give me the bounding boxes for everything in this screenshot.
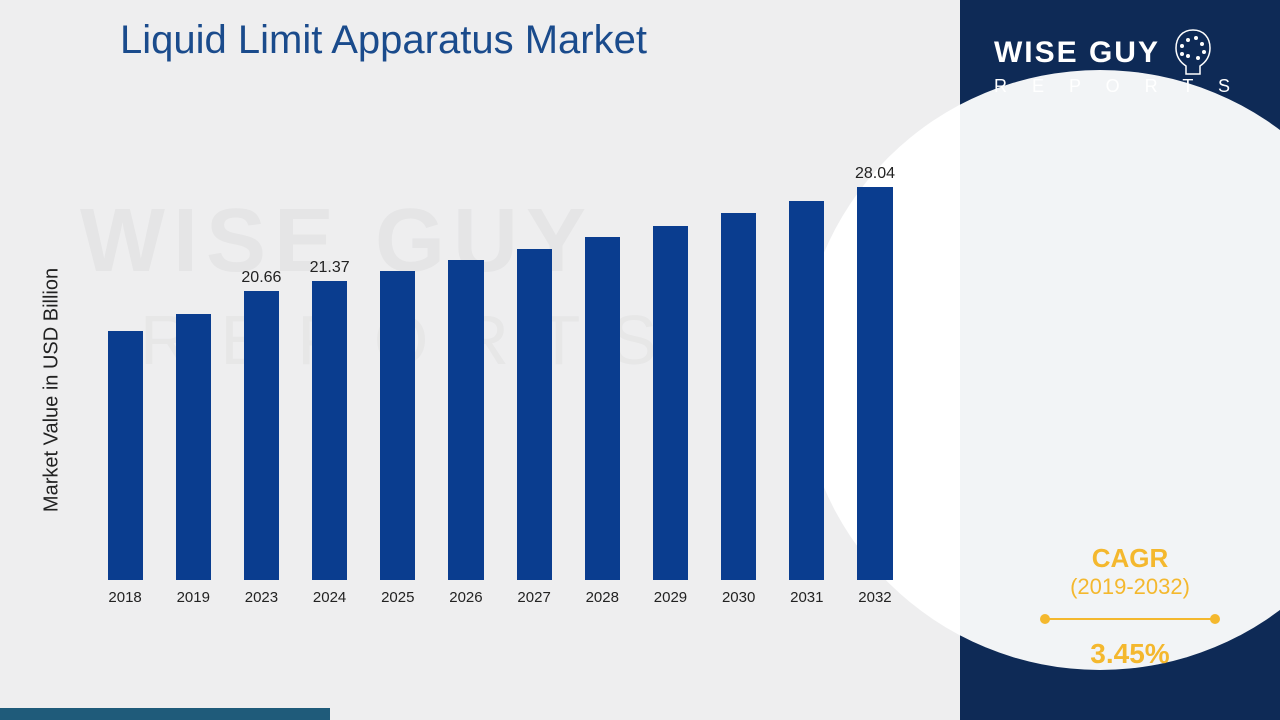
bar-category-label: 2025 (381, 589, 414, 606)
cagr-years: (2019-2032) (1030, 574, 1230, 600)
bar-category-label: 2029 (654, 589, 687, 606)
bar-slot: 2026 (441, 160, 491, 580)
cagr-divider (1045, 618, 1215, 620)
bar-slot: 2027 (509, 160, 559, 580)
bar-slot: 2018 (100, 160, 150, 580)
cagr-value: 3.45% (1030, 638, 1230, 670)
bar (448, 260, 483, 580)
bar-value-label: 21.37 (310, 259, 350, 277)
bar (108, 331, 143, 580)
bar (653, 226, 688, 580)
bar-slot: 2031 (782, 160, 832, 580)
bar (585, 237, 620, 580)
bar (857, 187, 892, 580)
bar-value-label: 28.04 (855, 165, 895, 183)
cagr-block: CAGR (2019-2032) 3.45% (1030, 543, 1230, 670)
plot-area: 2018 2019 20.662023 21.372024 2025 2026 2027 20… (100, 160, 900, 580)
bar-category-label: 2026 (449, 589, 482, 606)
cagr-title: CAGR (1030, 543, 1230, 574)
bar-value-label: 20.66 (241, 269, 281, 287)
brand-sub-text: R E P O R T S (994, 76, 1240, 97)
bar-category-label: 2018 (108, 589, 141, 606)
bar-category-label: 2028 (586, 589, 619, 606)
chart-area: Market Value in USD Billion 2018201920.6… (80, 160, 900, 620)
bar-slot: 2030 (714, 160, 764, 580)
bar (517, 249, 552, 580)
bar-slot: 20.662023 (236, 160, 286, 580)
bar (721, 213, 756, 580)
bar (312, 281, 347, 580)
brand-main-text: WISE GUY (994, 36, 1160, 70)
bar-category-label: 2031 (790, 589, 823, 606)
bar-slot: 2025 (373, 160, 423, 580)
bar-slot: 28.042032 (850, 160, 900, 580)
brain-icon (1168, 28, 1218, 78)
bar-slot: 2029 (645, 160, 695, 580)
bar-category-label: 2032 (858, 589, 891, 606)
bottom-strip (0, 708, 330, 720)
bar-slot: 2028 (577, 160, 627, 580)
page-root: WISE GUY REPORTS Liquid Limit Apparatus … (0, 0, 1280, 720)
bar (244, 291, 279, 580)
y-axis-label: Market Value in USD Billion (41, 268, 64, 512)
bar-category-label: 2030 (722, 589, 755, 606)
chart-title: Liquid Limit Apparatus Market (120, 18, 647, 63)
bar (789, 201, 824, 580)
bar (380, 271, 415, 580)
brand-block: WISE GUY R E P O R T S (994, 28, 1240, 97)
bar-category-label: 2027 (517, 589, 550, 606)
bar-slot: 2019 (168, 160, 218, 580)
bar-category-label: 2023 (245, 589, 278, 606)
bar-category-label: 2024 (313, 589, 346, 606)
bar (176, 314, 211, 580)
bar-category-label: 2019 (177, 589, 210, 606)
bar-slot: 21.372024 (305, 160, 355, 580)
brand-main-row: WISE GUY (994, 28, 1240, 78)
